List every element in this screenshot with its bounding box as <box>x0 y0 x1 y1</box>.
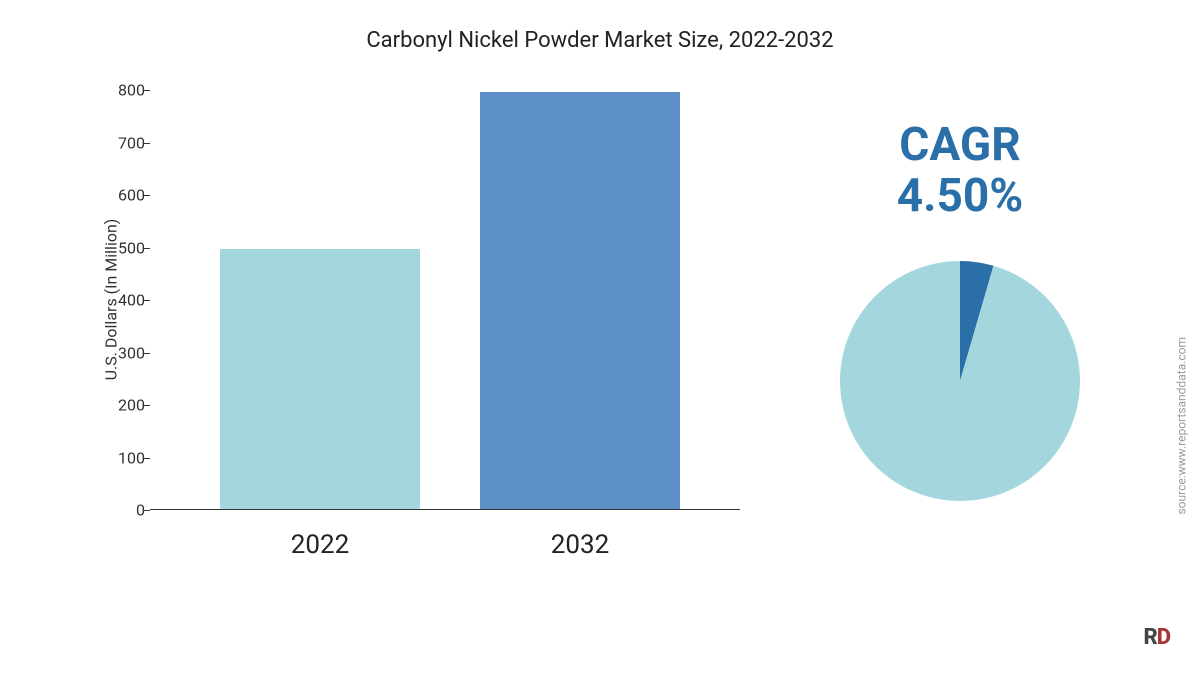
y-tick-label: 300 <box>100 343 145 362</box>
y-tick-label: 700 <box>100 133 145 152</box>
y-tick-mark <box>144 353 150 354</box>
y-tick-label: 100 <box>100 448 145 467</box>
y-tick-mark <box>144 510 150 511</box>
content-row: U.S. Dollars (In Million) 01002003004005… <box>0 90 1200 650</box>
logo-letter-d: D <box>1157 625 1170 650</box>
y-tick-mark <box>144 458 150 459</box>
pie-chart <box>840 261 1080 501</box>
y-tick-label: 0 <box>100 501 145 520</box>
cagr-value: 4.50% <box>780 171 1140 222</box>
y-tick-label: 800 <box>100 81 145 100</box>
logo-letter-r: R <box>1144 625 1157 650</box>
chart-title: Carbonyl Nickel Powder Market Size, 2022… <box>0 0 1200 53</box>
y-tick-mark <box>144 300 150 301</box>
x-category-label: 2022 <box>291 530 349 560</box>
x-category-label: 2032 <box>551 530 609 560</box>
y-tick-mark <box>144 90 150 91</box>
y-tick-mark <box>144 248 150 249</box>
y-tick-mark <box>144 405 150 406</box>
brand-logo: RD <box>1144 625 1171 650</box>
bar <box>480 92 680 509</box>
bar-chart-area: U.S. Dollars (In Million) 01002003004005… <box>60 90 780 610</box>
cagr-label: CAGR <box>780 120 1140 171</box>
y-tick-label: 400 <box>100 291 145 310</box>
source-attribution: source:www.reportsanddata.com <box>1175 337 1189 515</box>
y-tick-mark <box>144 143 150 144</box>
bar-plot: 010020030040050060070080020222032 <box>150 90 740 510</box>
pie-slice <box>840 261 1080 501</box>
y-tick-mark <box>144 195 150 196</box>
pie-chart-wrap <box>780 261 1140 501</box>
y-tick-label: 600 <box>100 186 145 205</box>
bar <box>220 249 420 509</box>
y-tick-label: 200 <box>100 396 145 415</box>
y-tick-label: 500 <box>100 238 145 257</box>
cagr-panel: CAGR 4.50% <box>780 120 1140 501</box>
